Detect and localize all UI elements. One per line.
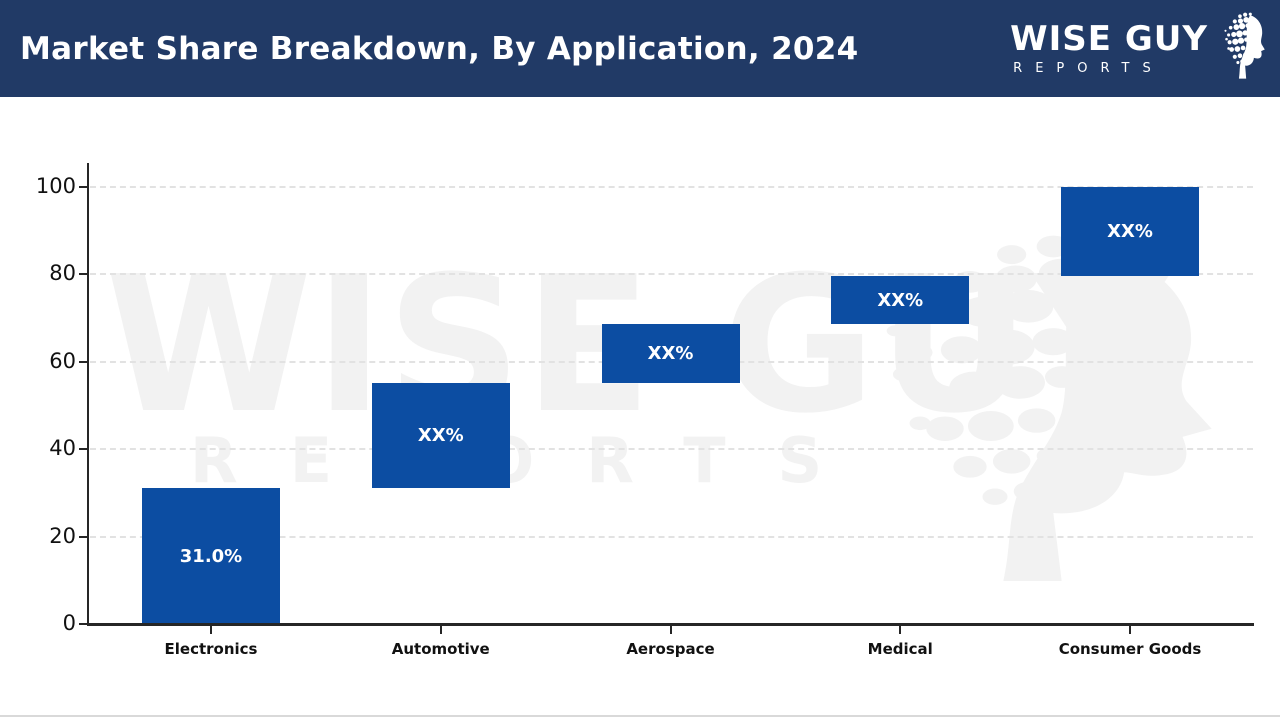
y-axis-tick-mark [79,185,87,188]
gridline-y-40 [90,448,1253,450]
x-axis-line [87,623,1254,626]
y-axis-tick-label: 100 [35,173,76,198]
wiseguy-head-icon [1224,12,1265,79]
x-axis-tick-mark [899,626,902,634]
bar-value-label: XX% [877,289,924,311]
y-axis-tick-mark [79,273,87,275]
x-axis-category-label: Consumer Goods [1058,640,1202,658]
y-axis-tick-label: 20 [49,523,76,548]
footer-divider [0,715,1280,717]
logo-primary-text: WISE GUY [1010,19,1208,60]
y-axis-line [87,163,89,626]
bar-aerospace: XX% [601,324,740,384]
bar-value-label: XX% [647,343,694,365]
wise-guy-logo: WISE GUY REPORTS [1010,8,1272,90]
x-axis-tick-mark [1129,626,1131,634]
x-axis-category-label: Automotive [391,640,490,658]
bar-consumer-goods: XX% [1061,186,1199,277]
bar-value-label: XX% [417,425,464,447]
bar-value-label: XX% [1107,220,1153,242]
x-axis-category-label: Electronics [164,640,258,658]
y-axis-tick-mark [79,535,87,538]
gridline-y-100 [90,185,1253,188]
x-axis-tick-mark [210,626,212,634]
x-axis-category-label: Medical [867,640,933,658]
logo-text-block: WISE GUY REPORTS [1010,19,1208,76]
y-axis-tick-mark [79,360,87,363]
bar-electronics: 31.0% [142,488,280,624]
logo-secondary-text: REPORTS [1013,60,1164,76]
y-axis-tick-label: 80 [49,261,76,285]
gridline-y-80 [90,273,1253,275]
bar-value-label: 31.0% [179,545,243,567]
x-axis-tick-mark [439,626,442,634]
y-axis-tick-label: 40 [49,436,76,460]
y-axis-tick-label: 60 [49,348,76,373]
page-title: Market Share Breakdown, By Application, … [20,30,859,67]
watermark-head-icon [886,235,1212,582]
y-axis-tick-label: 0 [62,611,76,635]
x-axis-category-label: Aerospace [626,640,715,658]
gridline-y-20 [90,535,1253,538]
app-header: Market Share Breakdown, By Application, … [0,0,1280,97]
bar-automotive: XX% [371,383,510,489]
y-axis-tick-mark [79,623,87,625]
x-axis-tick-mark [669,626,672,634]
bar-medical: XX% [831,276,970,325]
y-axis-tick-mark [79,448,87,450]
